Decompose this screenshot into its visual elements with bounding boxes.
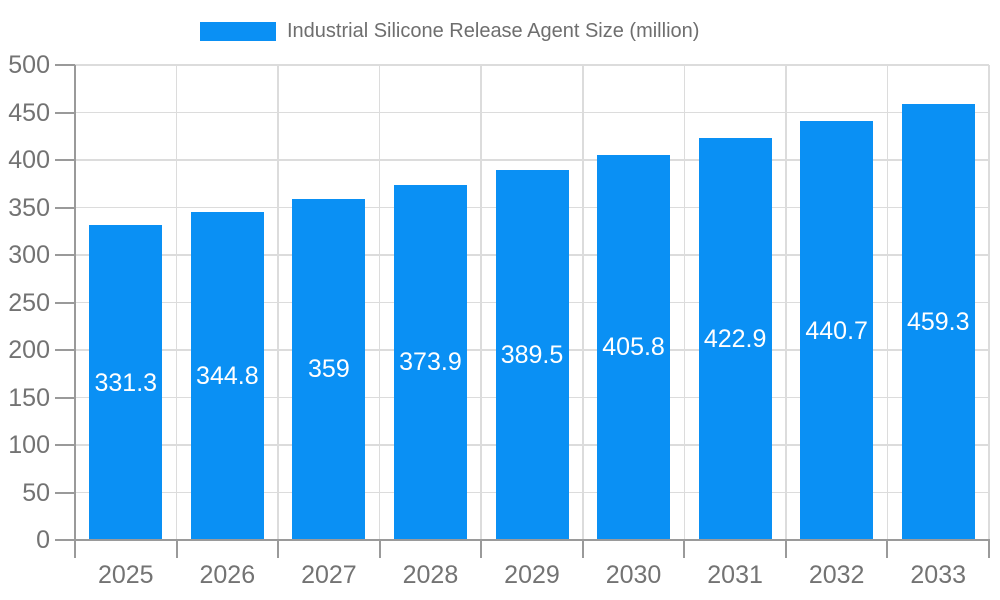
y-axis-tick-label: 450 [8,98,50,127]
y-axis-tick [55,349,75,351]
y-axis-tick-label: 400 [8,146,50,174]
y-axis-tick [55,159,75,161]
y-axis-tick-label: 0 [36,526,50,554]
y-axis-tick [55,539,75,541]
y-axis-tick-label: 350 [8,193,50,222]
x-axis-tick [683,540,686,558]
x-axis-category-label: 2025 [97,561,154,589]
gridline-horizontal [75,64,989,66]
y-axis-tick-label: 50 [22,478,50,507]
gridline-vertical [480,65,482,540]
x-axis-tick [480,540,483,558]
x-axis-line [74,539,990,541]
plot-area: 0 50 100 150 200 250 300 350 400 450 500 331.3 2025 3… [8,51,990,589]
bar: 422.9 [698,138,772,540]
x-axis-category-label: 2026 [199,561,256,589]
bar-value-label: 459.3 [906,307,970,336]
y-axis-tick [55,111,75,114]
bar-value-label: 389.5 [500,341,564,369]
bar-value-label: 373.9 [399,348,462,377]
bar: 344.8 [190,212,264,540]
gridline-vertical [785,65,787,540]
x-axis-tick [175,540,178,558]
bar-value-label: 440.7 [805,316,868,345]
bar-value-label: 405.8 [602,333,665,362]
gridline-vertical [175,65,178,540]
legend-label: Industrial Silicone Release Agent Size (… [287,20,700,42]
y-axis-tick [55,301,75,304]
bar-value-label: 359 [308,355,350,384]
bar-value-label: 344.8 [196,362,259,391]
x-axis-category-label: 2031 [707,561,763,589]
y-axis-tick-label: 250 [8,288,50,317]
legend-swatch [200,22,276,41]
y-axis-tick [55,444,75,446]
y-axis-tick-label: 200 [8,336,50,364]
y-axis-tick [55,254,75,256]
y-axis-tick-label: 100 [8,431,50,459]
y-axis-tick-label: 500 [8,51,50,79]
bar: 405.8 [597,154,671,540]
x-axis-category-label: 2032 [808,561,865,589]
bar: 389.5 [495,169,569,540]
y-axis-line [74,65,76,558]
gridline-vertical [277,65,279,540]
x-axis-tick [784,540,787,558]
x-axis-category-label: 2033 [910,561,967,589]
bar: 359 [292,198,366,540]
gridline-vertical [988,65,990,540]
y-axis-tick-label: 150 [8,383,50,412]
legend: Industrial Silicone Release Agent Size (… [200,20,699,43]
gridline-vertical [582,65,584,540]
y-axis-tick [55,206,75,209]
x-axis-tick [581,540,584,558]
bar: 373.9 [393,184,467,540]
y-axis-tick [55,396,75,399]
x-axis-tick [886,540,889,558]
bar-value-label: 422.9 [703,325,767,354]
x-axis-tick [378,540,381,558]
gridline-horizontal [75,159,989,161]
x-axis-category-label: 2029 [504,561,560,589]
gridline-vertical [886,65,889,540]
y-axis-tick [55,64,75,66]
bar-value-label: 331.3 [94,368,158,397]
bar: 440.7 [800,121,874,540]
gridline-horizontal [75,111,989,114]
y-axis-tick [55,491,75,494]
x-axis-category-label: 2028 [402,561,459,589]
x-axis-tick [988,540,990,558]
bar: 331.3 [89,225,163,540]
x-axis-tick [277,540,280,558]
gridline-vertical [378,65,381,540]
x-axis-category-label: 2027 [301,561,357,589]
y-axis-tick-label: 300 [8,241,50,269]
x-axis-category-label: 2030 [605,561,662,589]
bar: 459.3 [901,103,975,540]
gridline-vertical [683,65,686,540]
